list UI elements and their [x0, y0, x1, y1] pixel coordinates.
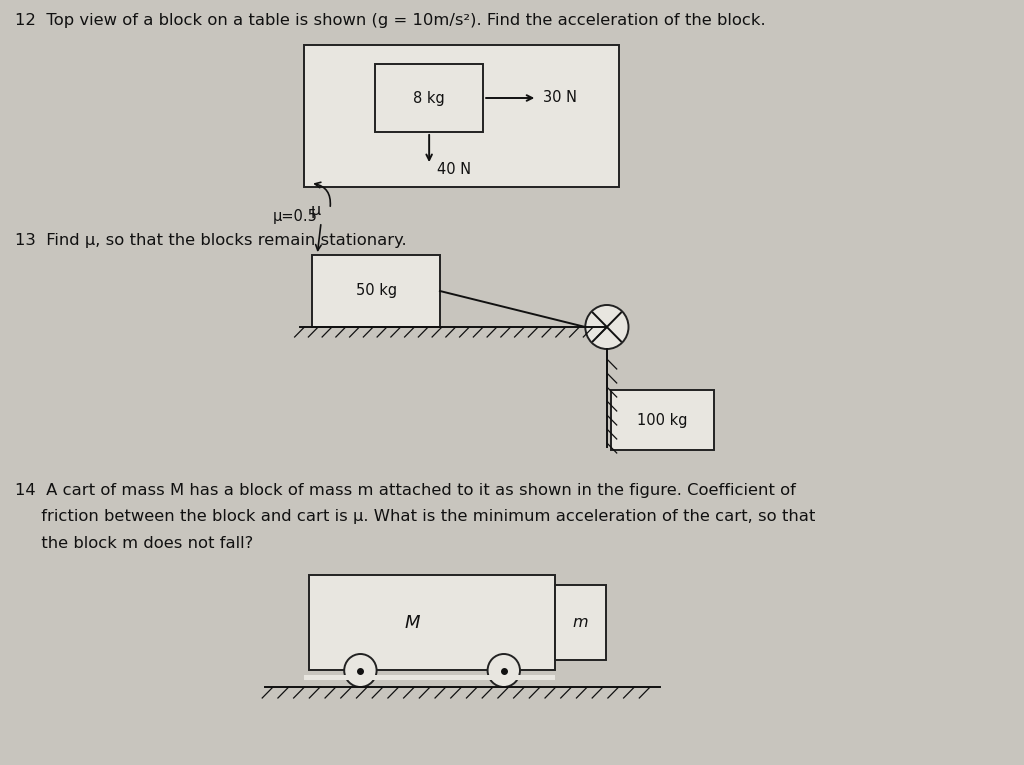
Text: friction between the block and cart is μ. What is the minimum acceleration of th: friction between the block and cart is μ… — [14, 509, 815, 525]
Text: m: m — [572, 615, 588, 630]
Text: 50 kg: 50 kg — [355, 284, 396, 298]
Bar — [309, 575, 555, 670]
Text: μ: μ — [311, 203, 322, 217]
Text: 14  A cart of mass M has a block of mass m attached to it as shown in the figure: 14 A cart of mass M has a block of mass … — [14, 483, 796, 498]
Circle shape — [586, 305, 629, 349]
Bar — [375, 64, 483, 132]
Bar — [304, 675, 555, 680]
Bar — [304, 45, 618, 187]
Text: 30 N: 30 N — [543, 90, 578, 106]
Text: M: M — [404, 614, 420, 631]
Bar — [312, 255, 440, 327]
Bar — [611, 390, 714, 450]
Text: 8 kg: 8 kg — [414, 90, 445, 106]
Text: the block m does not fall?: the block m does not fall? — [14, 536, 253, 551]
Circle shape — [487, 654, 520, 687]
Text: 40 N: 40 N — [437, 161, 471, 177]
Text: μ=0.5: μ=0.5 — [273, 210, 317, 224]
Text: 12  Top view of a block on a table is shown (g = 10m/s²). Find the acceleration : 12 Top view of a block on a table is sho… — [14, 13, 765, 28]
Circle shape — [344, 654, 377, 687]
Bar — [555, 585, 606, 660]
Text: 13  Find μ, so that the blocks remain stationary.: 13 Find μ, so that the blocks remain sta… — [14, 233, 407, 248]
Text: 100 kg: 100 kg — [637, 412, 688, 428]
